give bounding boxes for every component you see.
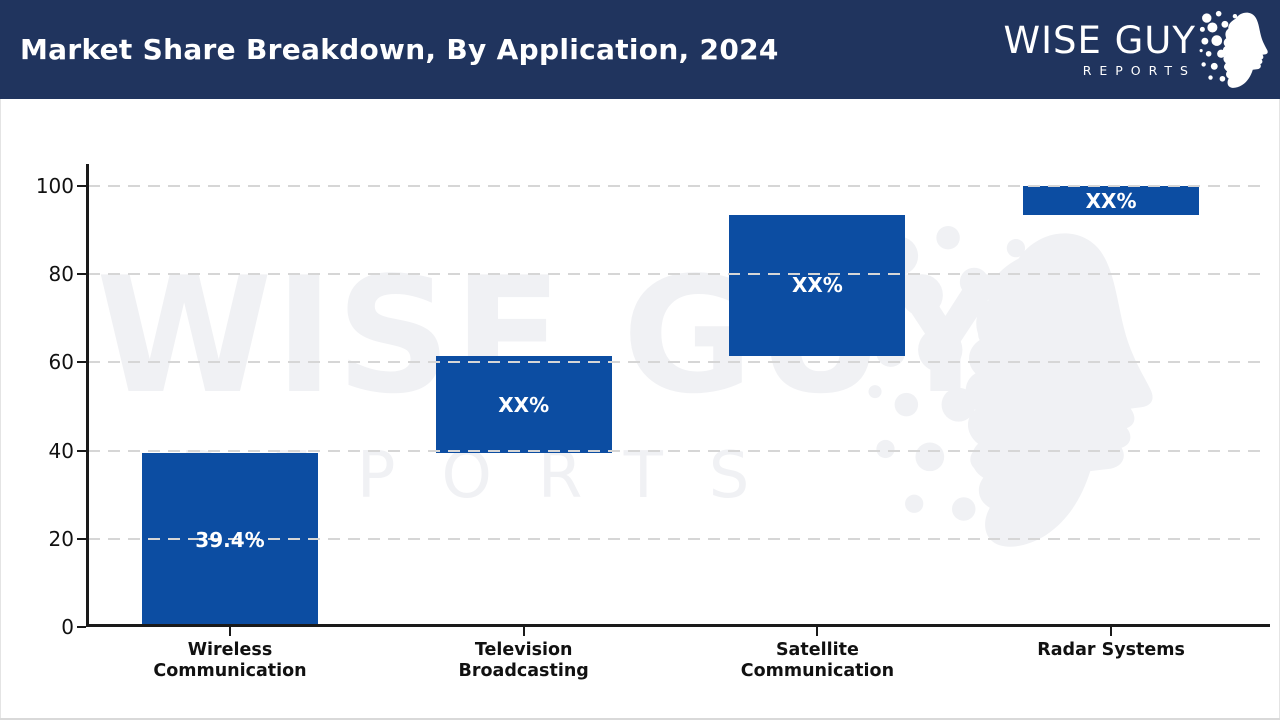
y-tick-60 bbox=[77, 361, 86, 364]
y-tick-0 bbox=[77, 626, 86, 628]
bar-3 bbox=[729, 215, 906, 356]
bar-2 bbox=[435, 355, 612, 454]
gridline-60 bbox=[88, 361, 1268, 364]
y-tick-label-60: 60 bbox=[48, 350, 74, 375]
y-tick-label-80: 80 bbox=[48, 262, 74, 287]
y-tick-label-40: 40 bbox=[48, 438, 74, 463]
y-tick-100 bbox=[77, 185, 86, 187]
x-tick-1 bbox=[229, 627, 231, 636]
y-tick-40 bbox=[77, 449, 86, 452]
y-tick-80 bbox=[77, 273, 86, 276]
bar-value-label-1: 39.4% bbox=[195, 528, 265, 553]
wiseguy-head-icon bbox=[1199, 10, 1268, 88]
x-axis-line bbox=[86, 624, 1270, 627]
bar-value-label-3: XX% bbox=[791, 273, 843, 298]
x-tick-2 bbox=[522, 627, 525, 636]
x-category-label-3: Satellite Communication bbox=[740, 640, 895, 681]
bar-4 bbox=[1023, 186, 1200, 216]
logo-wordmark: WISE GUY bbox=[1003, 18, 1196, 62]
page-title: Market Share Breakdown, By Application, … bbox=[20, 33, 779, 66]
logo-subtext: REPORTS bbox=[1082, 62, 1196, 78]
bar-value-label-4: XX% bbox=[1085, 188, 1137, 213]
y-tick-label-100: 100 bbox=[35, 174, 74, 198]
x-tick-4 bbox=[1110, 627, 1113, 636]
y-tick-label-20: 20 bbox=[48, 526, 74, 551]
gridline-20 bbox=[88, 537, 1268, 540]
x-category-label-2: Television Broadcasting bbox=[458, 640, 589, 681]
bar-1 bbox=[142, 453, 318, 627]
header: Market Share Breakdown, By Application, … bbox=[0, 0, 1280, 99]
y-tick-label-0: 0 bbox=[61, 615, 74, 639]
x-category-label-1: Wireless Communication bbox=[153, 640, 307, 681]
y-tick-20 bbox=[77, 537, 86, 540]
gridline-80 bbox=[88, 273, 1268, 276]
gridline-100 bbox=[88, 185, 1268, 187]
y-axis-line bbox=[86, 164, 89, 627]
x-tick-3 bbox=[816, 627, 819, 636]
x-category-label-4: Radar Systems bbox=[1037, 640, 1185, 660]
wiseguy-logo: WISE GUY REPORTS bbox=[1004, 9, 1270, 91]
logo-text: WISE GUY REPORTS bbox=[1004, 22, 1196, 78]
left-edge-line bbox=[0, 99, 1, 720]
bar-value-label-2: XX% bbox=[498, 392, 550, 417]
gridline-40 bbox=[88, 449, 1268, 452]
bottom-edge-line bbox=[0, 718, 1280, 720]
